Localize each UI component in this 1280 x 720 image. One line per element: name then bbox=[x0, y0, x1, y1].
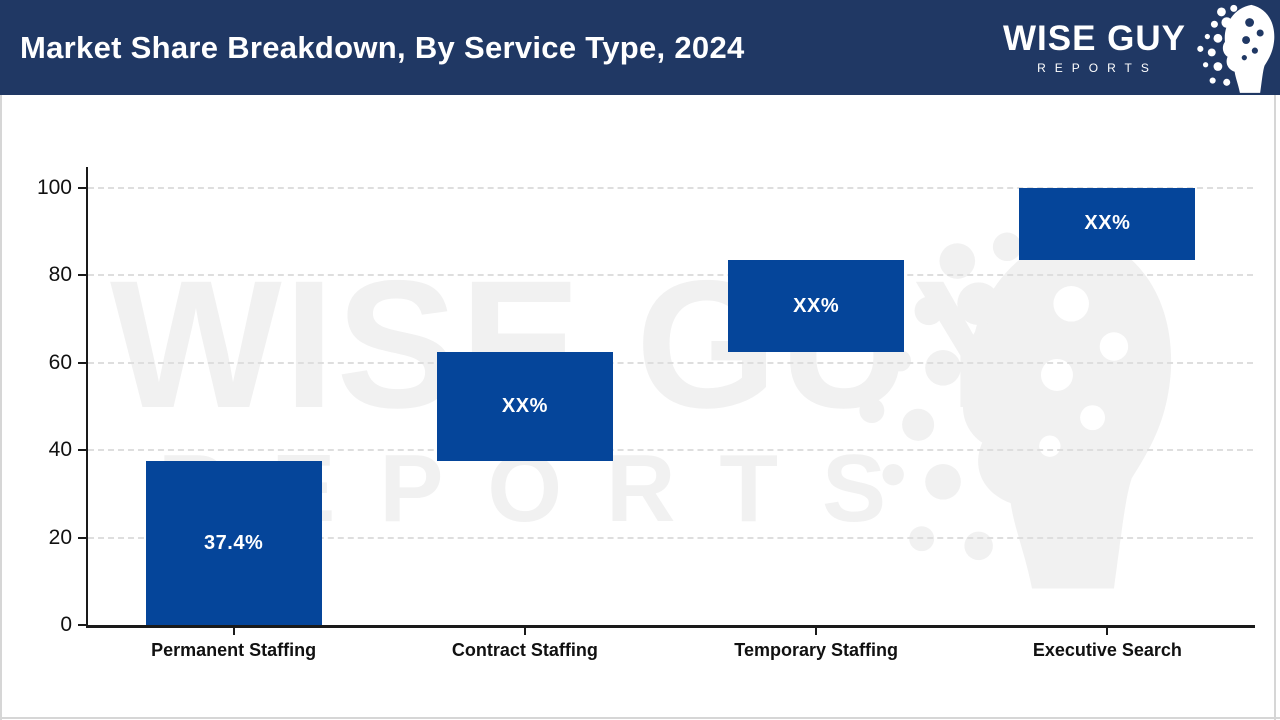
y-tick-label: 80 bbox=[48, 263, 72, 286]
y-tick-label: 60 bbox=[48, 350, 72, 374]
y-tick-label: 20 bbox=[48, 525, 72, 549]
y-tick-label: 100 bbox=[36, 175, 72, 199]
brand-text: WISE GUY REPORTS bbox=[1003, 21, 1186, 75]
y-tick bbox=[78, 274, 87, 276]
header: Market Share Breakdown, By Service Type,… bbox=[0, 0, 1280, 95]
x-tick bbox=[815, 628, 818, 635]
gridline bbox=[88, 186, 1253, 189]
watermark-face-icon bbox=[859, 232, 1172, 589]
y-tick bbox=[78, 449, 87, 451]
x-axis-spine bbox=[86, 625, 1255, 628]
gridline bbox=[88, 449, 1253, 451]
gridline bbox=[88, 536, 1253, 539]
frame-border-right bbox=[1274, 95, 1276, 720]
bar-value-label: XX% bbox=[501, 395, 548, 418]
page-title: Market Share Breakdown, By Service Type,… bbox=[20, 29, 745, 65]
frame-border-left bbox=[0, 95, 2, 720]
gridline bbox=[88, 361, 1253, 364]
chart-area: WISE GUY REPORTS 0 20 40 60 80 100 37.4% Perman… bbox=[0, 95, 1280, 720]
y-tick bbox=[78, 624, 87, 626]
y-tick bbox=[78, 536, 87, 539]
x-category-label: Permanent Staffing bbox=[151, 640, 317, 660]
bar-value-label: XX% bbox=[793, 294, 840, 317]
bar-segment: 37.4% bbox=[145, 461, 322, 625]
bar-value-label: XX% bbox=[1084, 212, 1131, 235]
x-category-label: Contract Staffing bbox=[451, 640, 598, 660]
bar-value-label: 37.4% bbox=[204, 531, 264, 554]
frame-border-bottom bbox=[0, 717, 1280, 719]
x-category-label: Executive Search bbox=[1032, 640, 1182, 660]
y-tick-label: 0 bbox=[60, 613, 72, 636]
y-axis-spine bbox=[86, 167, 88, 628]
gridline bbox=[88, 274, 1253, 276]
face-logo-icon bbox=[1197, 4, 1275, 93]
x-category-label: Temporary Staffing bbox=[734, 640, 898, 660]
x-tick bbox=[232, 628, 235, 635]
y-tick bbox=[78, 186, 87, 189]
brand-name: WISE GUY bbox=[1002, 19, 1186, 58]
x-tick bbox=[1106, 628, 1109, 635]
x-tick bbox=[523, 628, 526, 635]
brand-subtitle: REPORTS bbox=[1037, 61, 1158, 75]
y-tick bbox=[78, 361, 87, 364]
brand-logo: WISE GUY REPORTS bbox=[1003, 2, 1276, 94]
bar-segment: XX% bbox=[728, 260, 905, 352]
bar-segment: XX% bbox=[436, 352, 613, 462]
bar-segment: XX% bbox=[1019, 187, 1196, 261]
y-tick-label: 40 bbox=[48, 438, 72, 461]
